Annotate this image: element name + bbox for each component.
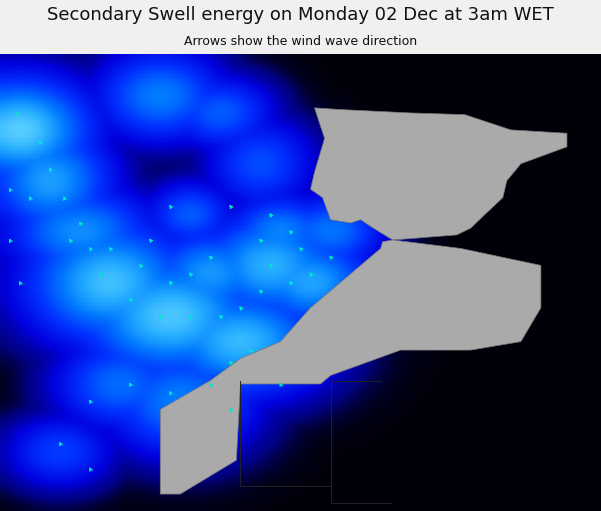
Text: Arrows show the wind wave direction: Arrows show the wind wave direction <box>184 35 417 49</box>
Polygon shape <box>160 240 541 494</box>
Text: Secondary Swell energy on Monday 02 Dec at 3am WET: Secondary Swell energy on Monday 02 Dec … <box>47 6 554 24</box>
Polygon shape <box>311 108 567 240</box>
